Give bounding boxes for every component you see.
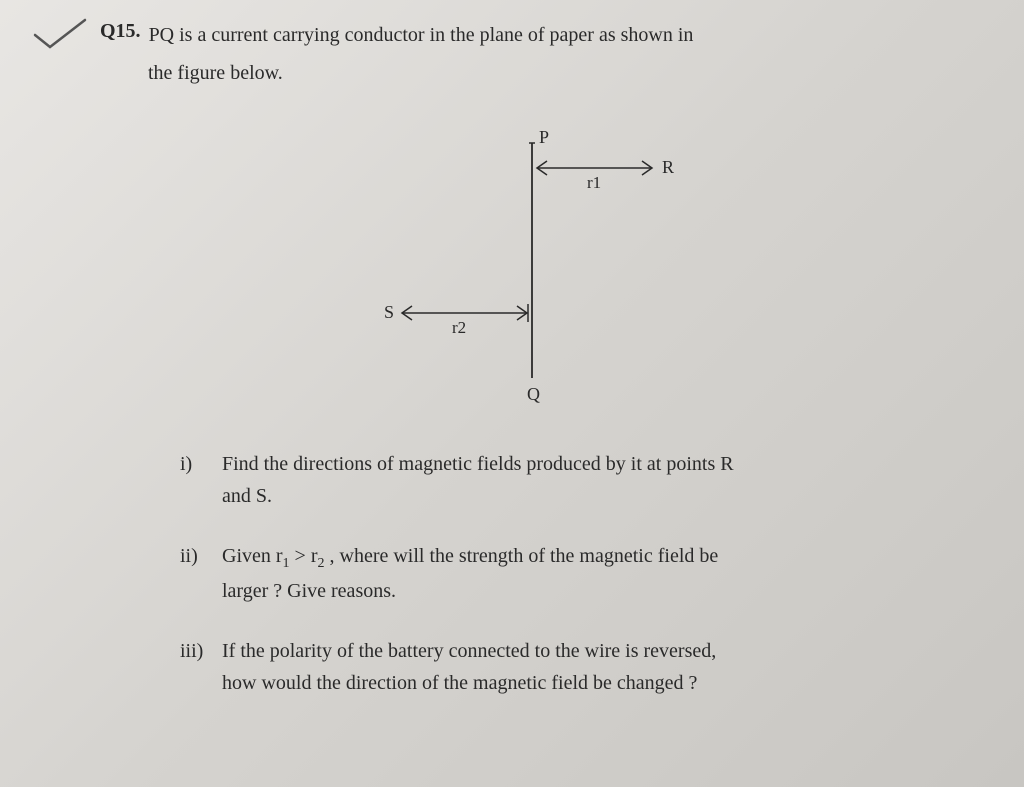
part-i-line2: and S. [222,485,272,507]
part-iii-label: iii) [180,635,210,699]
part-ii-text: Given r1 > r2 , where will the strength … [222,540,924,607]
part-ii-label: ii) [180,540,210,607]
question-text-line2: the figure below. [148,58,964,88]
part-iii-text: If the polarity of the battery connected… [222,635,924,699]
question-header: Q15. PQ is a current carrying conductor … [100,20,964,50]
part-ii-line2: larger ? Give reasons. [222,580,396,602]
label-p: P [539,127,549,147]
question-number: Q15. [100,20,141,43]
physics-diagram: P Q r1 R r2 S [332,118,732,408]
part-ii-sub2: 2 [318,556,325,571]
part-ii-suffix: , where will the strength of the magneti… [325,545,719,567]
part-i-line1: Find the directions of magnetic fields p… [222,453,734,475]
question-parts: i) Find the directions of magnetic field… [180,448,924,699]
part-i-label: i) [180,448,210,512]
label-q: Q [527,384,540,404]
checkmark-annotation [30,15,90,55]
part-ii: ii) Given r1 > r2 , where will the stren… [180,540,924,607]
label-r2: r2 [452,318,466,337]
label-r1: r1 [587,173,601,192]
part-i: i) Find the directions of magnetic field… [180,448,924,512]
part-ii-sub1: 1 [283,556,290,571]
part-iii-line2: how would the direction of the magnetic … [222,672,697,694]
part-iii: iii) If the polarity of the battery conn… [180,635,924,699]
part-iii-line1: If the polarity of the battery connected… [222,640,716,662]
diagram-container: P Q r1 R r2 S [100,118,964,408]
part-ii-prefix: Given r [222,545,283,567]
label-s: S [384,302,394,322]
part-i-text: Find the directions of magnetic fields p… [222,448,924,512]
part-ii-mid: > r [290,545,318,567]
question-text-line1: PQ is a current carrying conductor in th… [149,20,694,50]
label-r: R [662,157,674,177]
